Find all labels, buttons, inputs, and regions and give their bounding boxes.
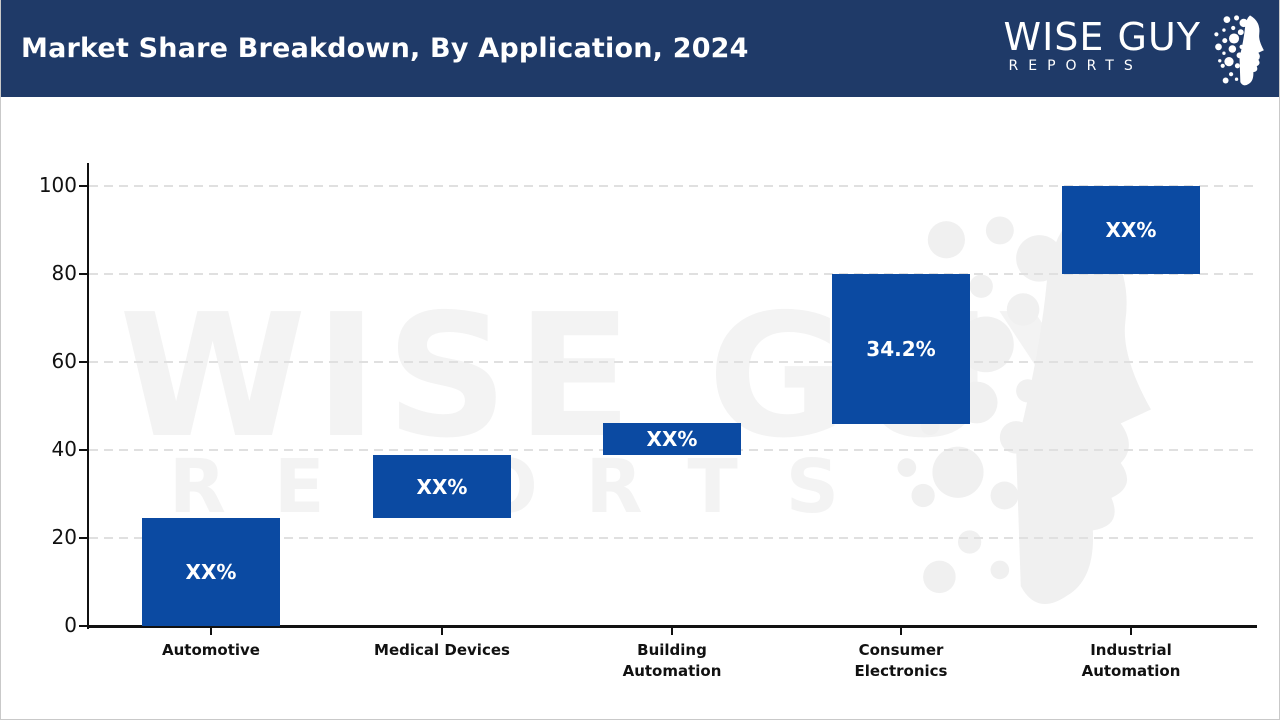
- x-tick-mark: [671, 628, 673, 635]
- logo-name: WISE GUY: [1003, 15, 1201, 59]
- y-tick-mark: [79, 184, 87, 187]
- bar-segment: [832, 273, 970, 425]
- y-tick-label: 20: [51, 524, 77, 549]
- bar-value-label: 34.2%: [866, 336, 936, 361]
- category-label-line: Medical Devices: [374, 641, 510, 659]
- wiseguy-logo-text: WISE GUY REPORTS: [1004, 17, 1201, 74]
- y-tick-mark: [79, 625, 87, 627]
- category-label: Medical Devices: [347, 640, 537, 661]
- grid-line: [89, 536, 1257, 539]
- y-tick-label: 60: [51, 348, 77, 373]
- x-axis-line: [87, 625, 1257, 628]
- y-tick-label: 40: [51, 436, 77, 461]
- category-label: Consumer Electronics: [806, 640, 996, 682]
- grid-line: [89, 360, 1257, 363]
- y-axis-line: [87, 163, 89, 629]
- bar-segment: [373, 455, 511, 519]
- category-label: Building Automation: [577, 640, 767, 682]
- header-bar: Market Share Breakdown, By Application, …: [1, 0, 1279, 97]
- y-tick-label: 0: [64, 613, 77, 637]
- y-tick-mark: [79, 272, 87, 275]
- x-tick-mark: [441, 628, 443, 635]
- category-label-line: Building: [637, 641, 707, 659]
- category-label-line: Electronics: [854, 662, 948, 680]
- y-tick-label: 100: [38, 172, 77, 197]
- grid-line: [89, 272, 1257, 275]
- y-tick-mark: [79, 448, 87, 451]
- y-tick-mark: [79, 360, 87, 363]
- category-label: Industrial Automation: [1036, 640, 1226, 682]
- y-tick-label: 80: [51, 260, 77, 285]
- page-title: Market Share Breakdown, By Application, …: [21, 33, 749, 64]
- bar-segment: [142, 518, 280, 626]
- bar-segment: [1062, 185, 1200, 274]
- bar-value-label: XX%: [1105, 217, 1157, 242]
- x-tick-mark: [210, 628, 212, 635]
- category-label-line: Automation: [622, 662, 722, 680]
- category-label: Automotive: [116, 640, 306, 661]
- bar-segment: [603, 423, 741, 455]
- grid-line: [89, 184, 1257, 187]
- bar-value-label: XX%: [416, 474, 468, 499]
- x-tick-mark: [1130, 628, 1132, 635]
- category-label-line: Automation: [1081, 662, 1181, 680]
- y-tick-mark: [79, 536, 87, 539]
- category-label-line: Automotive: [162, 641, 260, 659]
- wiseguy-head-icon: [1214, 14, 1264, 85]
- bar-value-label: XX%: [185, 560, 237, 585]
- x-tick-mark: [900, 628, 902, 635]
- category-label-line: Consumer: [858, 641, 944, 659]
- bar-value-label: XX%: [646, 427, 698, 451]
- logo-subname: REPORTS: [1008, 58, 1143, 74]
- wiseguy-logo: WISE GUY REPORTS: [1004, 5, 1279, 93]
- category-label-line: Industrial: [1090, 641, 1172, 659]
